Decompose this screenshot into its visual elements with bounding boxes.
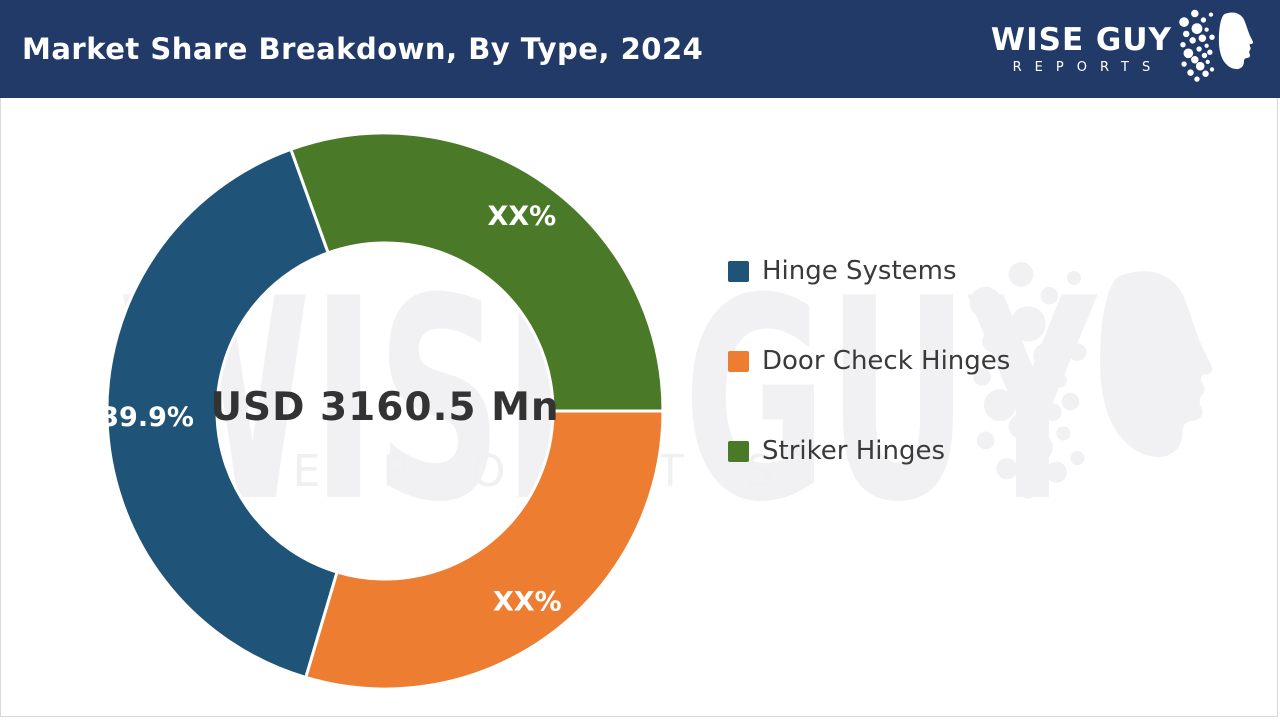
slice-label: XX% xyxy=(488,201,557,232)
legend-swatch xyxy=(728,260,749,282)
page-title: Market Share Breakdown, By Type, 2024 xyxy=(22,32,704,66)
legend-item: Door Check Hinges xyxy=(728,345,1010,377)
legend-item: Striker Hinges xyxy=(728,435,1010,467)
legend-label: Hinge Systems xyxy=(762,256,957,286)
donut-chart: XX% 39.9% XX% xyxy=(100,131,665,691)
pie-slice xyxy=(289,131,665,413)
legend-label: Striker Hinges xyxy=(762,436,945,466)
slice-label: XX% xyxy=(493,586,562,617)
legend-item: Hinge Systems xyxy=(728,255,1010,287)
pie-slice xyxy=(105,147,339,679)
legend-swatch xyxy=(728,350,749,372)
logo-subtitle: REPORTS xyxy=(1012,59,1164,75)
legend-label: Door Check Hinges xyxy=(762,346,1011,376)
slice-label: 39.9% xyxy=(100,402,194,433)
header-bar: Market Share Breakdown, By Type, 2024 WI… xyxy=(0,0,1280,98)
wiseguy-face-icon xyxy=(1178,6,1260,92)
watermark-subtitle: REPORTS xyxy=(200,446,836,497)
pie-slice xyxy=(304,409,665,691)
legend-swatch xyxy=(728,440,749,462)
content-frame xyxy=(0,98,1278,717)
logo-text: WISE GUY REPORTS xyxy=(990,21,1172,75)
center-value-label: USD 3160.5 Mn xyxy=(210,385,560,430)
legend: Hinge Systems Door Check Hinges Striker Hi… xyxy=(728,255,1010,525)
wiseguy-logo: WISE GUY REPORTS xyxy=(991,6,1260,92)
logo-wordmark: WISE GUY xyxy=(990,21,1172,58)
